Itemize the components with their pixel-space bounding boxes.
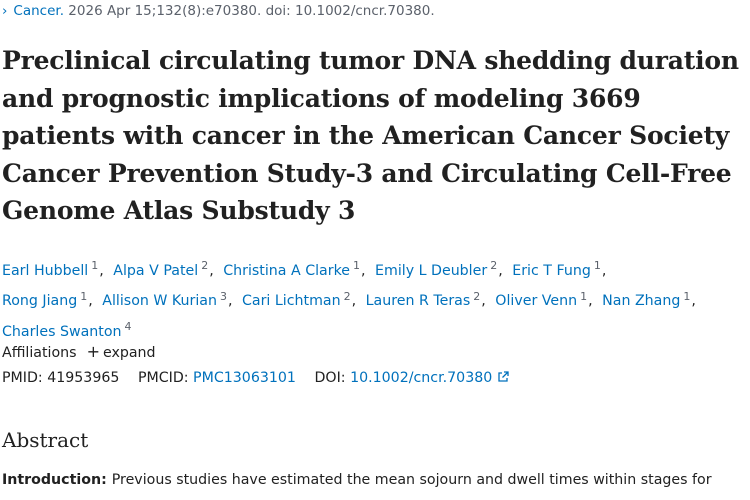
citation-details: 2026 Apr 15;132(8):e70380. doi: 10.1002/… bbox=[68, 3, 435, 19]
author-separator: , bbox=[227, 293, 233, 310]
author-name[interactable]: Charles Swanton bbox=[2, 324, 122, 341]
pmcid-label: PMCID: bbox=[137, 370, 189, 386]
affiliation-number[interactable]: 2 bbox=[201, 259, 209, 272]
affiliation-number[interactable]: 1 bbox=[91, 259, 99, 272]
author-name[interactable]: Emily L Deubler bbox=[375, 262, 488, 279]
author: Cari Lichtman 2, bbox=[242, 289, 361, 310]
abstract-intro: Introduction: Previous studies have estim… bbox=[2, 472, 712, 488]
author-name[interactable]: Allison W Kurian bbox=[102, 293, 217, 310]
pmid-label: PMID: bbox=[2, 370, 43, 386]
affiliation-number[interactable]: 2 bbox=[473, 289, 481, 303]
author: Allison W Kurian 3, bbox=[102, 289, 237, 310]
author: Rong Jiang 1, bbox=[2, 289, 98, 310]
author-separator: , bbox=[588, 293, 593, 310]
author: Oliver Venn 1, bbox=[495, 289, 597, 310]
chevron-icon: › bbox=[2, 3, 8, 19]
author: Alpa V Patel 2, bbox=[113, 259, 218, 279]
affiliation-number[interactable]: 1 bbox=[353, 259, 361, 272]
citation: › Cancer. 2026 Apr 15;132(8):e70380. doi:… bbox=[2, 3, 435, 19]
external-link-icon bbox=[498, 371, 509, 382]
author: Christina A Clarke 1, bbox=[223, 259, 370, 279]
affiliation-number[interactable]: 3 bbox=[219, 289, 227, 303]
expand-toggle[interactable]: expand bbox=[102, 345, 156, 361]
affiliations: Affiliations + expand bbox=[2, 342, 156, 361]
author: Earl Hubbell 1, bbox=[2, 259, 109, 279]
intro-text: Previous studies have estimated the mean… bbox=[111, 472, 712, 488]
author-name[interactable]: Eric T Fung bbox=[512, 262, 591, 279]
author-separator: , bbox=[209, 262, 214, 279]
author-separator: , bbox=[601, 262, 607, 279]
author-separator: , bbox=[498, 262, 503, 279]
journal-link[interactable]: Cancer. bbox=[13, 3, 64, 19]
author-separator: , bbox=[88, 293, 93, 310]
author-list: Earl Hubbell 1, Alpa V Patel 2, Christina … bbox=[2, 253, 702, 345]
author-separator: , bbox=[99, 262, 104, 279]
affiliations-label: Affiliations bbox=[2, 345, 77, 361]
identifiers: PMID: 41953965 PMCID: PMC13063101 DOI: 1… bbox=[2, 370, 509, 386]
author: Eric T Fung 1, bbox=[512, 259, 611, 279]
affiliation-number[interactable]: 2 bbox=[490, 259, 498, 272]
author-name[interactable]: Nan Zhang bbox=[602, 293, 681, 310]
author-name[interactable]: Lauren R Teras bbox=[365, 293, 471, 310]
author-name[interactable]: Earl Hubbell bbox=[2, 262, 89, 279]
author-name[interactable]: Cari Lichtman bbox=[242, 293, 341, 310]
article-title: Preclinical circulating tumor DNA sheddi… bbox=[2, 46, 739, 225]
affiliation-number[interactable]: 1 bbox=[580, 289, 588, 303]
intro-label: Introduction: bbox=[2, 472, 107, 488]
affiliation-number[interactable]: 4 bbox=[124, 320, 132, 334]
author-name[interactable]: Christina A Clarke bbox=[223, 262, 351, 279]
affiliation-number[interactable]: 1 bbox=[593, 259, 601, 272]
doi-label: DOI: bbox=[314, 370, 346, 386]
author-name[interactable]: Alpa V Patel bbox=[113, 262, 199, 279]
author: Nan Zhang 1, bbox=[602, 289, 701, 310]
author-separator: , bbox=[361, 262, 366, 279]
author-separator: , bbox=[351, 293, 357, 310]
pmcid-link[interactable]: PMC13063101 bbox=[193, 370, 296, 386]
author: Charles Swanton 4 bbox=[2, 320, 133, 341]
author: Lauren R Teras 2, bbox=[365, 289, 491, 310]
affiliation-number[interactable]: 1 bbox=[80, 289, 88, 303]
plus-icon: + bbox=[86, 342, 100, 361]
abstract-heading: Abstract bbox=[2, 428, 89, 452]
author-name[interactable]: Rong Jiang bbox=[2, 293, 78, 310]
doi-link[interactable]: 10.1002/cncr.70380 bbox=[350, 370, 493, 386]
affiliation-number[interactable]: 2 bbox=[343, 289, 351, 303]
pmid: 41953965 bbox=[47, 370, 120, 386]
affiliation-number[interactable]: 1 bbox=[683, 289, 691, 303]
author: Emily L Deubler 2, bbox=[375, 259, 508, 279]
author-separator: , bbox=[691, 293, 696, 310]
author-separator: , bbox=[481, 293, 486, 310]
author-name[interactable]: Oliver Venn bbox=[495, 293, 578, 310]
